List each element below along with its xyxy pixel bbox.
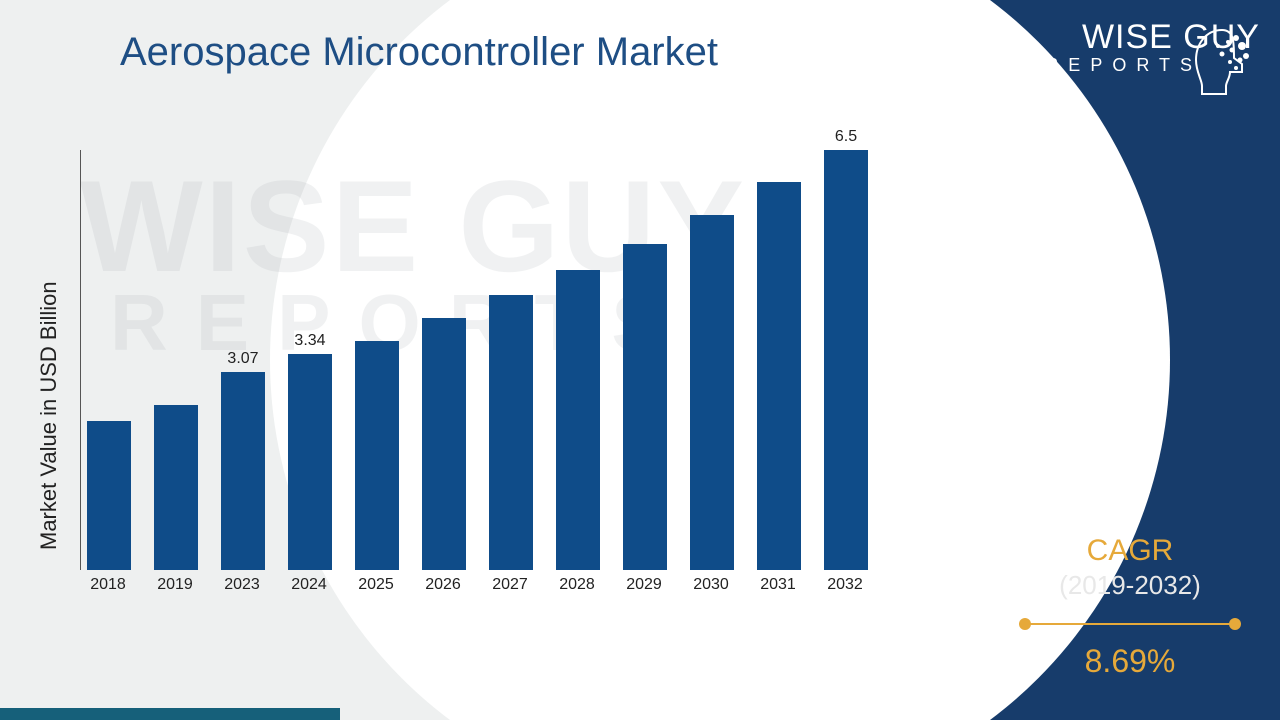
bar xyxy=(87,421,131,570)
bar-value-label: 3.07 xyxy=(213,350,273,368)
x-axis-tick: 2018 xyxy=(78,576,138,594)
bar-group xyxy=(690,215,734,570)
bar-group: 6.5 xyxy=(824,150,868,570)
x-axis-tick: 2023 xyxy=(212,576,272,594)
cagr-value: 8.69% xyxy=(1000,643,1260,680)
bar-value-label: 6.5 xyxy=(816,128,876,146)
x-axis-tick: 2019 xyxy=(145,576,205,594)
bar-group xyxy=(154,405,198,570)
cagr-box: CAGR (2019-2032) 8.69% xyxy=(1000,534,1260,680)
x-axis-tick: 2028 xyxy=(547,576,607,594)
bar xyxy=(556,270,600,570)
bar xyxy=(355,341,399,570)
bar-group: 3.07 xyxy=(221,372,265,570)
x-axis-tick: 2031 xyxy=(748,576,808,594)
x-axis-tick: 2026 xyxy=(413,576,473,594)
page-root: WISE GUY REPORTS Aerospace Microcontroll… xyxy=(0,0,1280,720)
bar-group xyxy=(489,295,533,570)
bar-value-label: 3.34 xyxy=(280,332,340,350)
x-axis-tick: 2027 xyxy=(480,576,540,594)
bar xyxy=(757,182,801,570)
bar-plot: 3.07 3.34 6.5 xyxy=(80,150,890,570)
bar-group xyxy=(422,318,466,570)
brand-logo: WISE GUY REPORTS xyxy=(980,18,1260,76)
bar xyxy=(288,354,332,570)
bar-group xyxy=(757,182,801,570)
bar xyxy=(824,150,868,570)
x-axis-tick: 2025 xyxy=(346,576,406,594)
cagr-divider xyxy=(1025,623,1235,625)
bar xyxy=(690,215,734,570)
logo-line2: REPORTS xyxy=(980,55,1202,76)
bottom-accent-bar xyxy=(0,708,340,720)
x-axis-tick: 2030 xyxy=(681,576,741,594)
bar-group xyxy=(87,421,131,570)
bar-group xyxy=(355,341,399,570)
y-axis-label: Market Value in USD Billion xyxy=(36,281,62,550)
bar-group xyxy=(623,244,667,570)
cagr-label: CAGR xyxy=(1000,534,1260,568)
logo-head-icon xyxy=(1192,28,1252,98)
x-axis-tick: 2032 xyxy=(815,576,875,594)
bar xyxy=(623,244,667,570)
chart-area: 3.07 3.34 6.5 xyxy=(80,150,890,570)
bar xyxy=(422,318,466,570)
cagr-range: (2019-2032) xyxy=(1000,570,1260,601)
x-axis-tick: 2029 xyxy=(614,576,674,594)
x-axis-tick: 2024 xyxy=(279,576,339,594)
bar-group xyxy=(556,270,600,570)
chart-title: Aerospace Microcontroller Market xyxy=(120,30,718,75)
bar-group: 3.34 xyxy=(288,354,332,570)
bar xyxy=(489,295,533,570)
bar xyxy=(221,372,265,570)
bar xyxy=(154,405,198,570)
